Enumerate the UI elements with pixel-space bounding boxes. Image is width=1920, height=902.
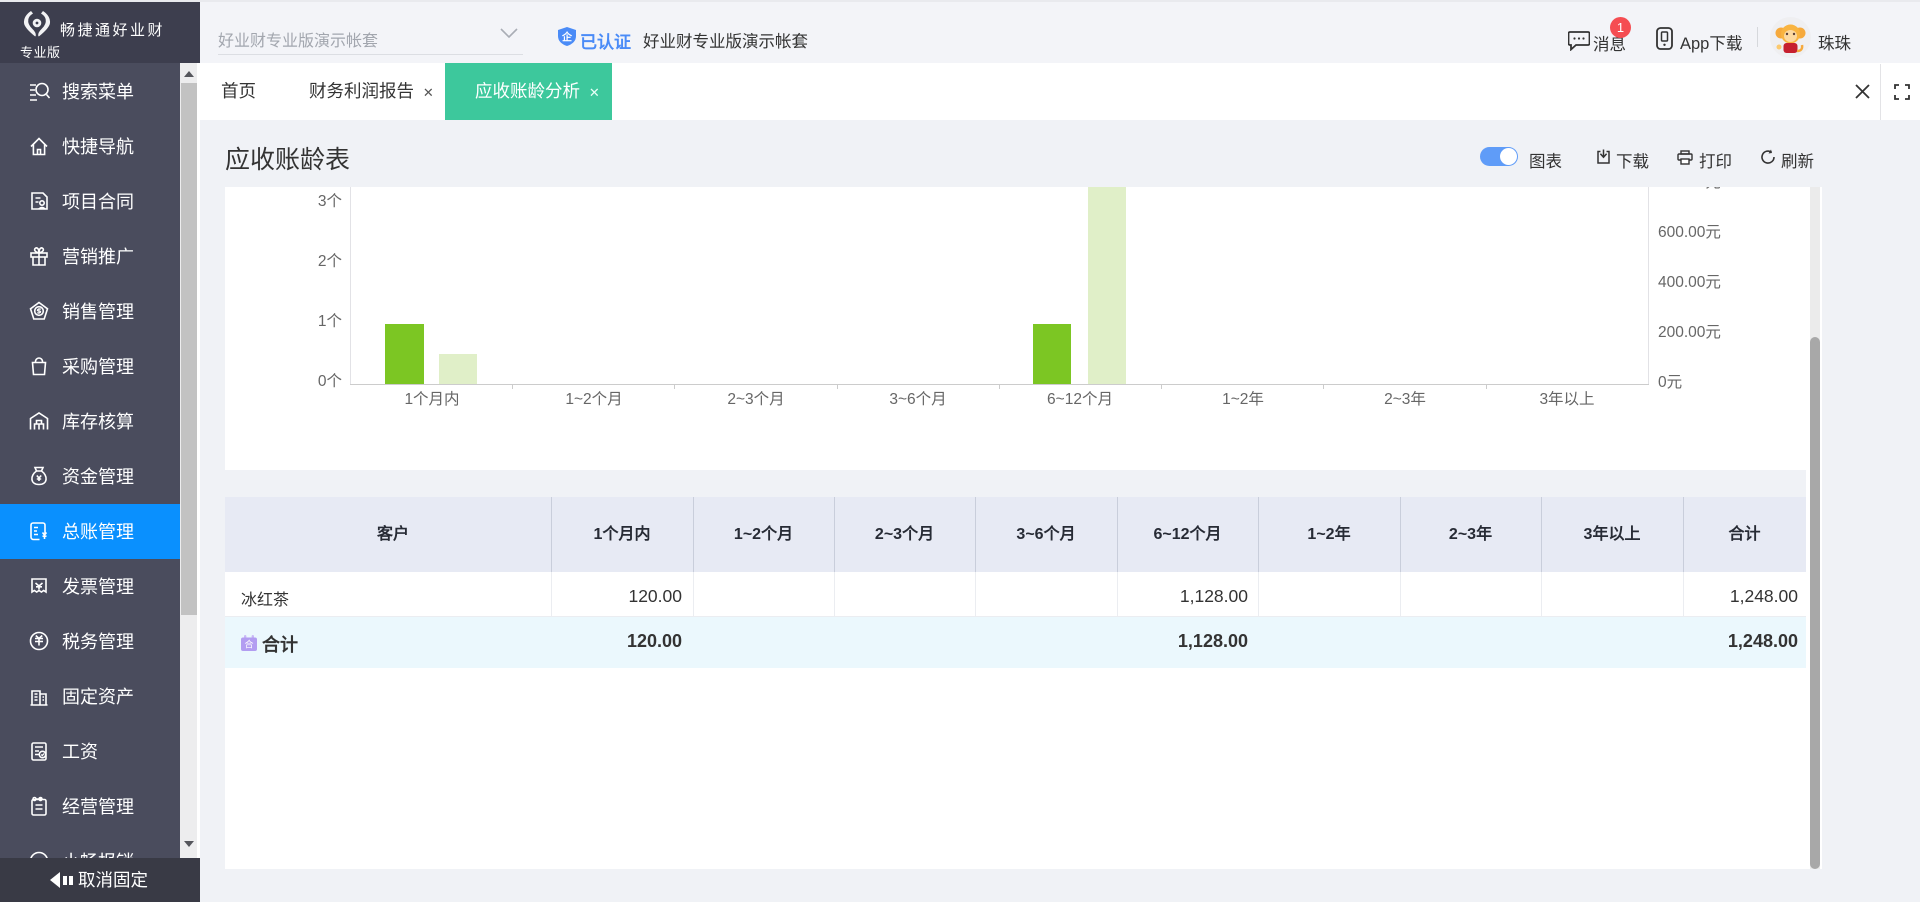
svg-text:合: 合 — [244, 639, 253, 650]
svg-text:企: 企 — [561, 31, 573, 44]
